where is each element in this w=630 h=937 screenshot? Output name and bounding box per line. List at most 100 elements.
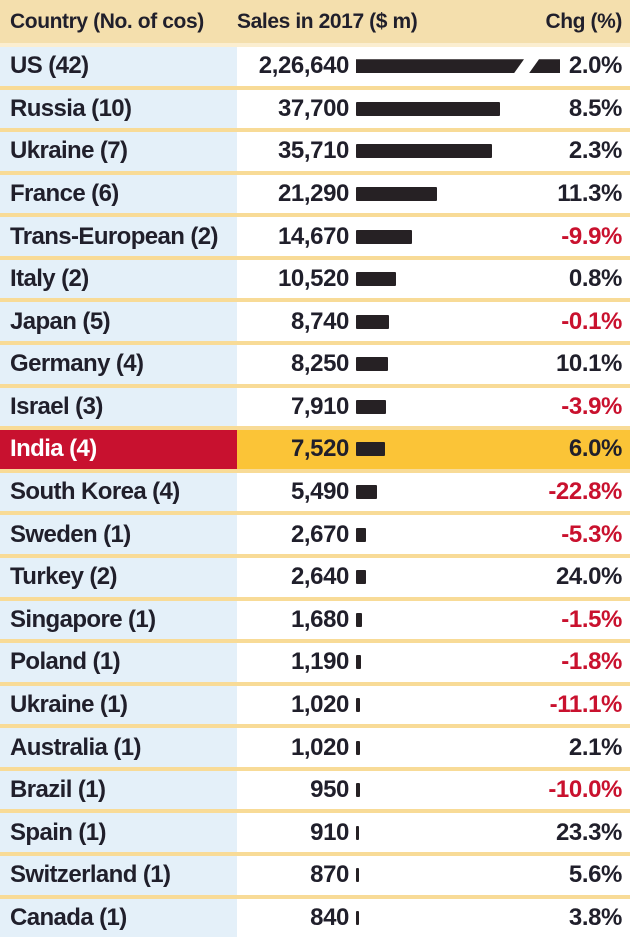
country-cell: Poland (1) [0,643,237,682]
sales-bar [356,910,359,925]
sales-value: 7,910 [290,392,349,420]
chg-value: 6.0% [568,435,623,463]
sales-bar [356,399,386,414]
table-row: Sweden (1) 2,670 -5.3% [0,511,630,554]
country-label: US (42) [10,52,89,80]
sales-cell: 7,520 [237,430,349,469]
chg-value: 23.3% [555,818,622,846]
country-label: Spain (1) [10,818,107,846]
sales-value: 35,710 [277,137,349,165]
bar-and-change-cell: 2.3% [349,132,630,171]
sales-bar [356,187,437,202]
country-cell: Ukraine (1) [0,685,237,725]
sales-cell: 1,020 [237,685,349,725]
chg-value: 11.3% [557,180,622,208]
bar-and-change-cell: -1.8% [349,643,630,682]
country-label: Australia (1) [10,733,142,761]
sales-cell: 1,190 [237,643,349,682]
country-cell: Russia (10) [0,89,237,129]
table-row: India (4) 7,520 6.0% [0,426,630,469]
country-label: Canada (1) [10,903,127,931]
country-cell: Australia (1) [0,728,237,767]
country-cell: Turkey (2) [0,557,237,597]
chg-value: 2.1% [568,733,623,761]
sales-value: 950 [310,776,349,804]
sales-cell: 5,490 [237,472,349,512]
chg-value: -1.5% [561,605,622,633]
bar-segment-before-break [356,59,524,73]
sales-value: 37,700 [277,94,349,122]
country-cell: South Korea (4) [0,472,237,512]
table-row: Russia (10) 37,700 8.5% [0,85,630,129]
bar-and-change-cell: 5.6% [349,855,630,895]
sales-value: 8,740 [290,307,349,335]
sales-bar [356,314,389,329]
sales-cell: 14,670 [237,217,349,256]
chg-value: 2.0% [568,52,623,80]
table-row: Trans-European (2) 14,670 -9.9% [0,213,630,256]
chg-value: 2.3% [568,137,623,165]
table-row: Spain (1) 910 23.3% [0,809,630,852]
country-label: France (6) [10,180,119,208]
chg-value: 5.6% [568,861,623,889]
table-row: Ukraine (1) 1,020 -11.1% [0,681,630,725]
table-body: US (42) 2,26,640 2.0% Russia (10) 37,700… [0,43,630,937]
country-cell: Ukraine (7) [0,132,237,171]
country-label: Russia (10) [10,94,132,122]
table-row: Brazil (1) 950 -10.0% [0,766,630,810]
bar-segment-after-break [529,59,560,74]
sales-value: 14,670 [277,222,349,250]
sales-bar [356,357,388,372]
country-label: South Korea (4) [10,478,180,506]
bar-and-change-cell: 8.5% [349,89,630,129]
sales-bar [356,527,366,542]
sales-bar [356,825,359,840]
chg-value: -1.8% [561,648,622,676]
table-row: Poland (1) 1,190 -1.8% [0,639,630,682]
header-right-section: Sales in 2017 ($ m) Chg (%) [237,10,630,34]
sales-cell: 8,740 [237,302,349,342]
country-label: Singapore (1) [10,605,156,633]
sales-bar [356,697,360,712]
country-label: Italy (2) [10,265,89,293]
table-header: Country (No. of cos) Sales in 2017 ($ m)… [0,0,630,43]
sales-value: 2,26,640 [258,52,350,80]
header-sales-column: Sales in 2017 ($ m) [237,9,418,33]
chg-value: -10.0% [548,776,622,804]
sales-value: 8,250 [290,350,349,378]
sales-cell: 8,250 [237,345,349,384]
country-cell: Germany (4) [0,345,237,384]
country-cell: Switzerland (1) [0,855,237,895]
table-row: Japan (5) 8,740 -0.1% [0,298,630,342]
header-country-column: Country (No. of cos) [10,9,204,33]
sales-value: 7,520 [290,435,349,463]
sales-value: 1,020 [290,690,349,718]
bar-and-change-cell: -11.1% [349,685,630,725]
table-row: Turkey (2) 2,640 24.0% [0,553,630,597]
sales-value: 2,670 [290,520,349,548]
bar-and-change-cell: -9.9% [349,217,630,256]
sales-value: 910 [310,818,349,846]
bar-and-change-cell: -10.0% [349,770,630,810]
country-label: Switzerland (1) [10,861,171,889]
sales-value: 2,640 [290,563,349,591]
bar-and-change-cell: 23.3% [349,813,630,852]
sales-cell: 870 [237,855,349,895]
sales-cell: 2,26,640 [237,47,349,86]
bar-and-change-cell: 2.0% [349,47,630,86]
bar-and-change-cell: 24.0% [349,557,630,597]
table-row: Australia (1) 1,020 2.1% [0,724,630,767]
bar-and-change-cell: 6.0% [349,430,630,469]
sales-bar [356,868,359,883]
chg-value: -11.1% [549,690,623,718]
country-cell: US (42) [0,47,237,86]
bar-and-change-cell: 10.1% [349,345,630,384]
country-label: Ukraine (1) [10,690,128,718]
sales-bar [356,740,360,755]
sales-cell: 1,020 [237,728,349,767]
country-cell: Sweden (1) [0,515,237,554]
country-cell: Japan (5) [0,302,237,342]
sales-value: 1,190 [290,648,349,676]
country-cell: Brazil (1) [0,770,237,810]
